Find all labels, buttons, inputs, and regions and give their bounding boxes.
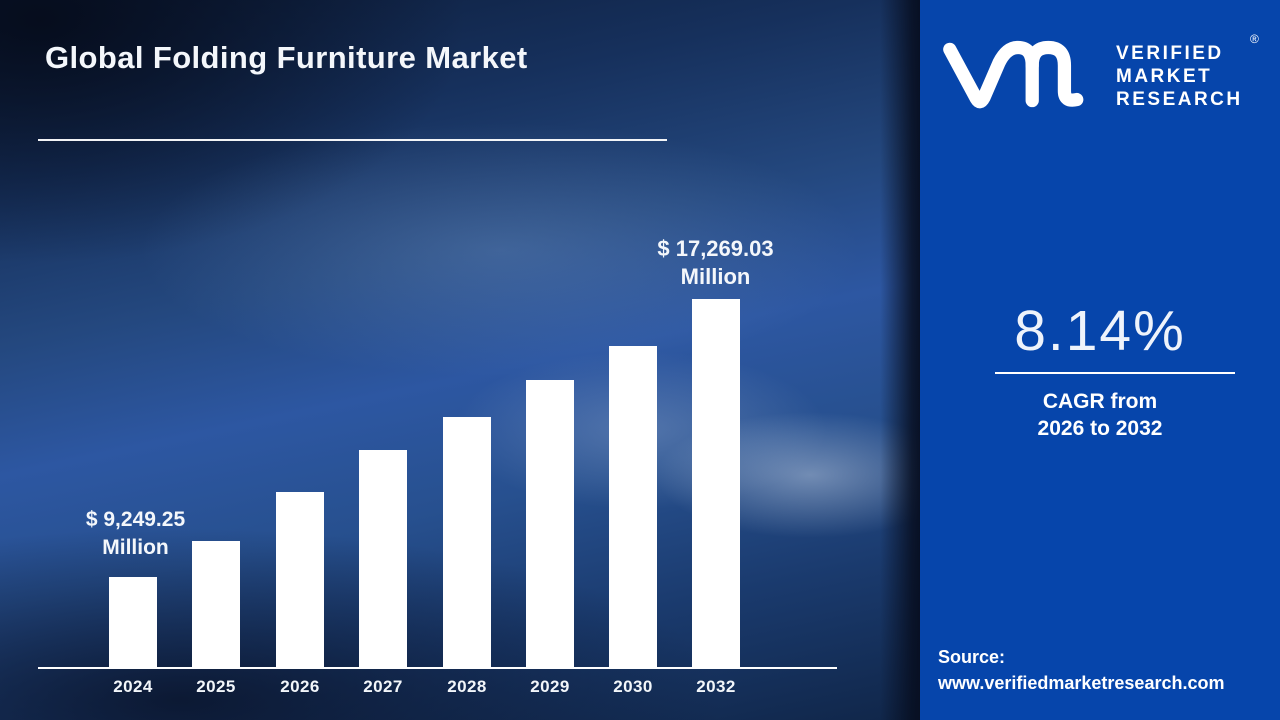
- bar-2024: [109, 577, 157, 669]
- bar-2028: [443, 417, 491, 669]
- source-block: Source: www.verifiedmarketresearch.com: [938, 644, 1273, 696]
- registered-trademark-icon: ®: [1250, 32, 1259, 46]
- source-label: Source:: [938, 647, 1006, 667]
- x-axis-label-2025: 2025: [196, 677, 236, 696]
- brand-wordmark-line2: MARKET: [1116, 66, 1213, 87]
- bar-2029: [526, 380, 574, 669]
- cagr-divider: [995, 372, 1235, 374]
- x-axis-label-2030: 2030: [613, 677, 653, 696]
- bar-2026: [276, 492, 324, 669]
- vmr-monogram-icon: [943, 40, 1084, 109]
- chart-section-background: Global Folding Furniture Market $ 9,249.…: [0, 0, 920, 720]
- start-value-amount: $ 9,249.25: [85, 508, 186, 531]
- page-title: Global Folding Furniture Market: [45, 40, 528, 75]
- x-axis-label-2029: 2029: [530, 677, 570, 696]
- brand-wordmark: VERIFIED MARKET RESEARCH: [1116, 42, 1243, 111]
- end-value-amount: $ 17,269.03: [657, 236, 774, 261]
- brand-wordmark-line3: RESEARCH: [1116, 89, 1243, 110]
- bar-2032: [692, 299, 740, 669]
- bar-chart: $ 9,249.25 Million $ 17,269.03 Million 2…: [38, 235, 837, 696]
- end-value-annotation: $ 17,269.03 Million: [618, 235, 813, 291]
- x-axis-label-2028: 2028: [447, 677, 487, 696]
- source-url: www.verifiedmarketresearch.com: [938, 673, 1225, 693]
- brand-wordmark-line1: VERIFIED: [1116, 43, 1224, 64]
- end-value-unit: Million: [680, 264, 751, 289]
- x-axis-label-2032: 2032: [696, 677, 736, 696]
- x-axis-line: [38, 667, 837, 669]
- bar-2030: [609, 346, 657, 669]
- x-axis-label-2026: 2026: [280, 677, 320, 696]
- cagr-caption-line2: 2026 to 2032: [1037, 417, 1163, 440]
- cagr-caption-line1: CAGR from: [1042, 390, 1158, 413]
- x-axis-label-2027: 2027: [363, 677, 403, 696]
- title-underline: [38, 139, 667, 141]
- bar-2027: [359, 450, 407, 669]
- bar-2025: [192, 541, 240, 669]
- cagr-value: 8.14%: [1014, 299, 1186, 363]
- start-value-annotation: $ 9,249.25 Million: [38, 506, 233, 562]
- x-axis-label-2024: 2024: [113, 677, 153, 696]
- stats-panel: VERIFIED MARKET RESEARCH ® 8.14% CAGR fr…: [920, 0, 1280, 720]
- start-value-unit: Million: [102, 536, 169, 559]
